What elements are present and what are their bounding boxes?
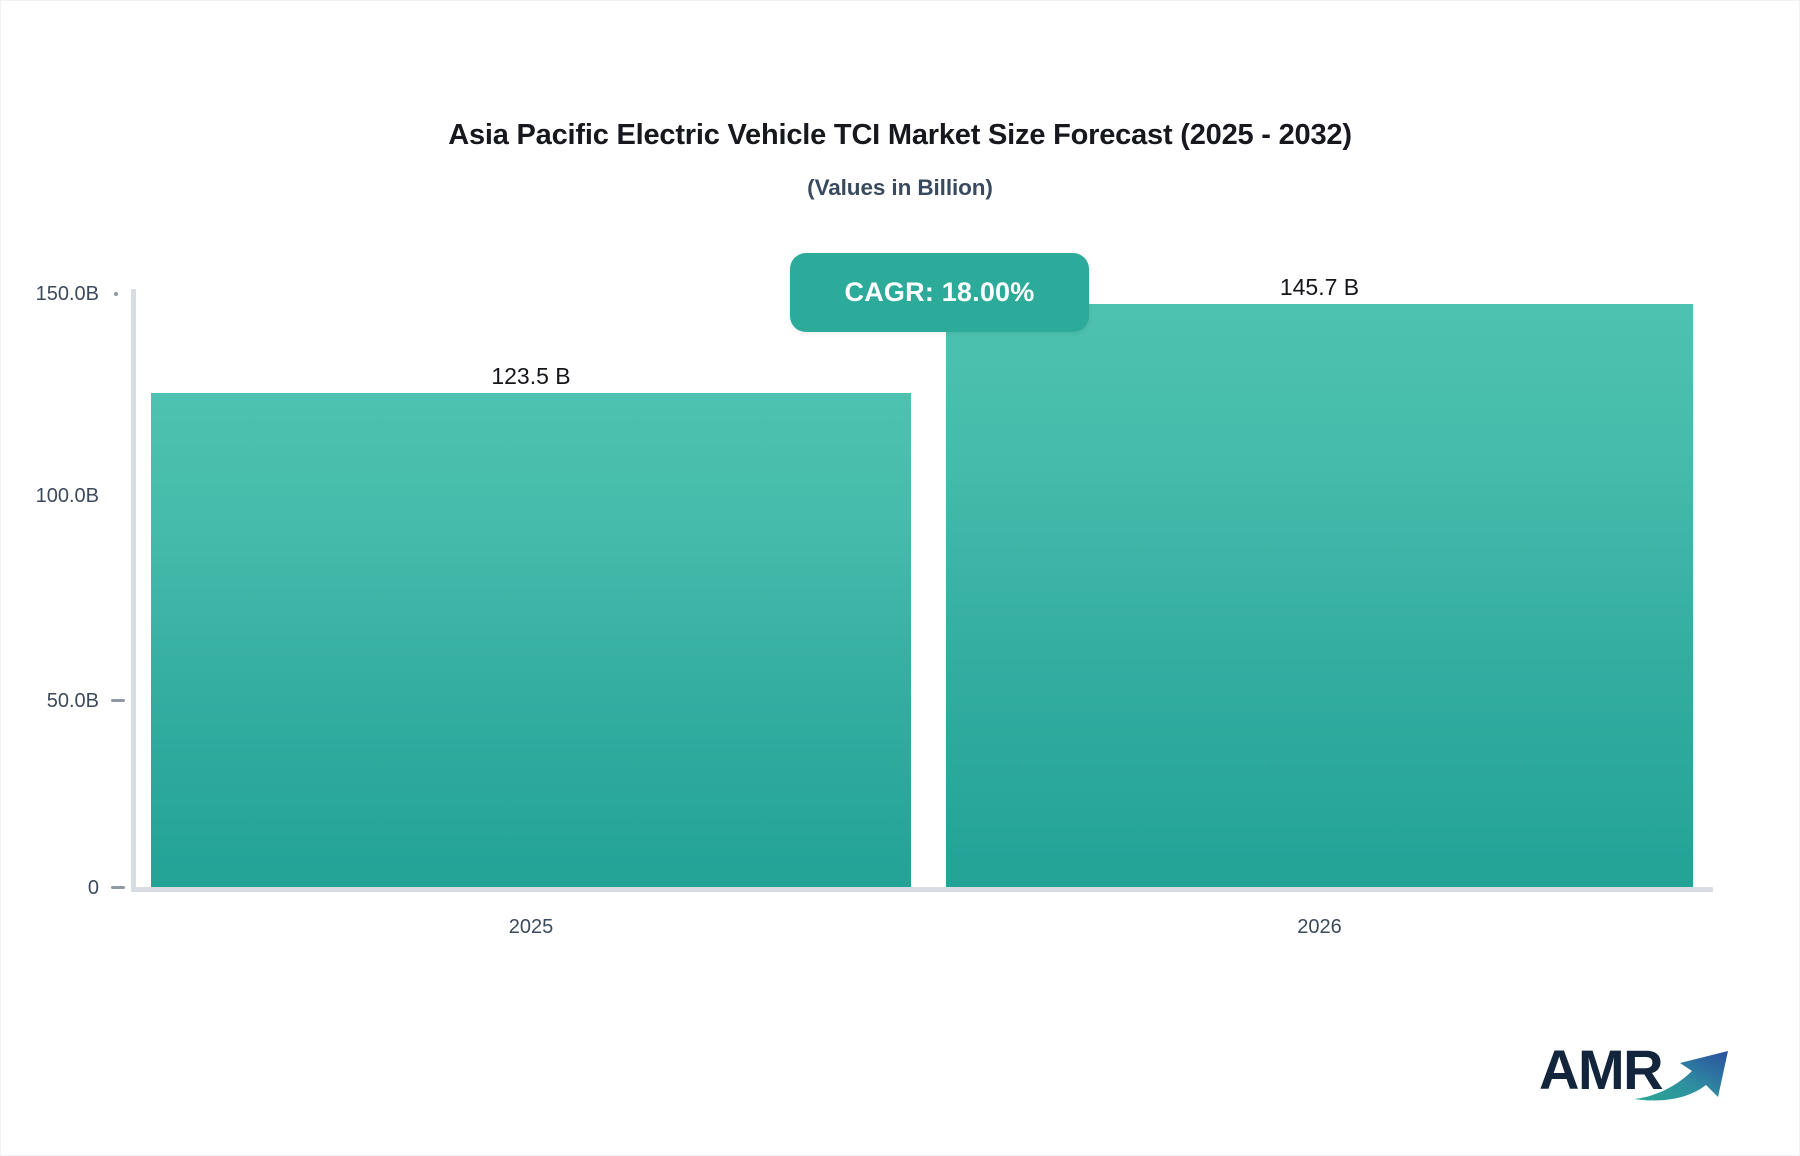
amr-logo: AMR	[1539, 1039, 1729, 1111]
y-tick-label-150: 150.0B	[35, 283, 99, 305]
y-tick-mark-150	[114, 292, 118, 296]
bar-value-label-2025: 123.5 B	[491, 363, 571, 389]
page-title: Asia Pacific Electric Vehicle TCI Market…	[448, 119, 1352, 151]
cagr-badge[interactable]: CAGR: 18.00%	[790, 253, 1089, 332]
growth-arrow-icon	[1634, 1051, 1728, 1101]
y-tick-label-100: 100.0B	[35, 485, 99, 507]
x-tick-label-2025: 2025	[508, 916, 554, 938]
y-axis-line	[131, 289, 136, 889]
y-tick-label-50: 50.0B	[46, 690, 99, 712]
amr-logo-text: AMR	[1539, 1038, 1664, 1101]
x-axis-line	[131, 887, 1713, 892]
cagr-badge-label: CAGR: 18.00%	[844, 277, 1035, 307]
bar-2026[interactable]	[946, 304, 1693, 887]
bar-value-label-2026: 145.7 B	[1279, 274, 1360, 300]
y-tick-label-0: 0	[87, 877, 99, 899]
y-tick-mark-0	[111, 886, 125, 889]
bar-2025[interactable]	[151, 393, 911, 887]
y-tick-mark-50	[111, 699, 125, 702]
x-tick-label-2026: 2026	[1297, 916, 1342, 938]
chart-subtitle: (Values in Billion)	[807, 175, 993, 200]
plot-area: 150.0B 100.0B 50.0B 0 123.5 B 2025 145.7…	[1, 1, 1799, 1001]
